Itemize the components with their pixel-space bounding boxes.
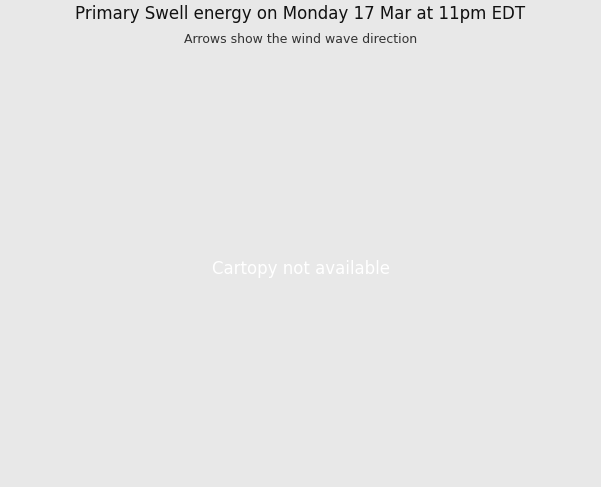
Text: Primary Swell energy on Monday 17 Mar at 11pm EDT: Primary Swell energy on Monday 17 Mar at… [76,5,525,23]
Text: Cartopy not available: Cartopy not available [212,260,389,278]
Text: Arrows show the wind wave direction: Arrows show the wind wave direction [184,34,417,46]
